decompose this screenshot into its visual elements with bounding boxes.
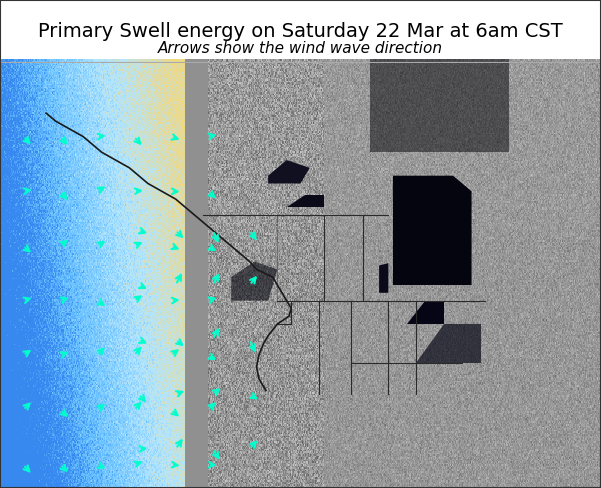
Polygon shape [393,176,472,285]
Polygon shape [416,324,481,363]
Bar [185,59,208,488]
Text: Primary Swell energy on Saturday 22 Mar at 6am CST: Primary Swell energy on Saturday 22 Mar … [38,22,563,41]
Polygon shape [287,195,323,207]
Polygon shape [407,301,444,324]
Bar [208,59,601,230]
Polygon shape [370,59,508,152]
Polygon shape [268,160,310,183]
Polygon shape [379,263,388,293]
Polygon shape [231,262,278,301]
Bar [208,59,601,488]
Text: Arrows show the wind wave direction: Arrows show the wind wave direction [158,41,443,57]
